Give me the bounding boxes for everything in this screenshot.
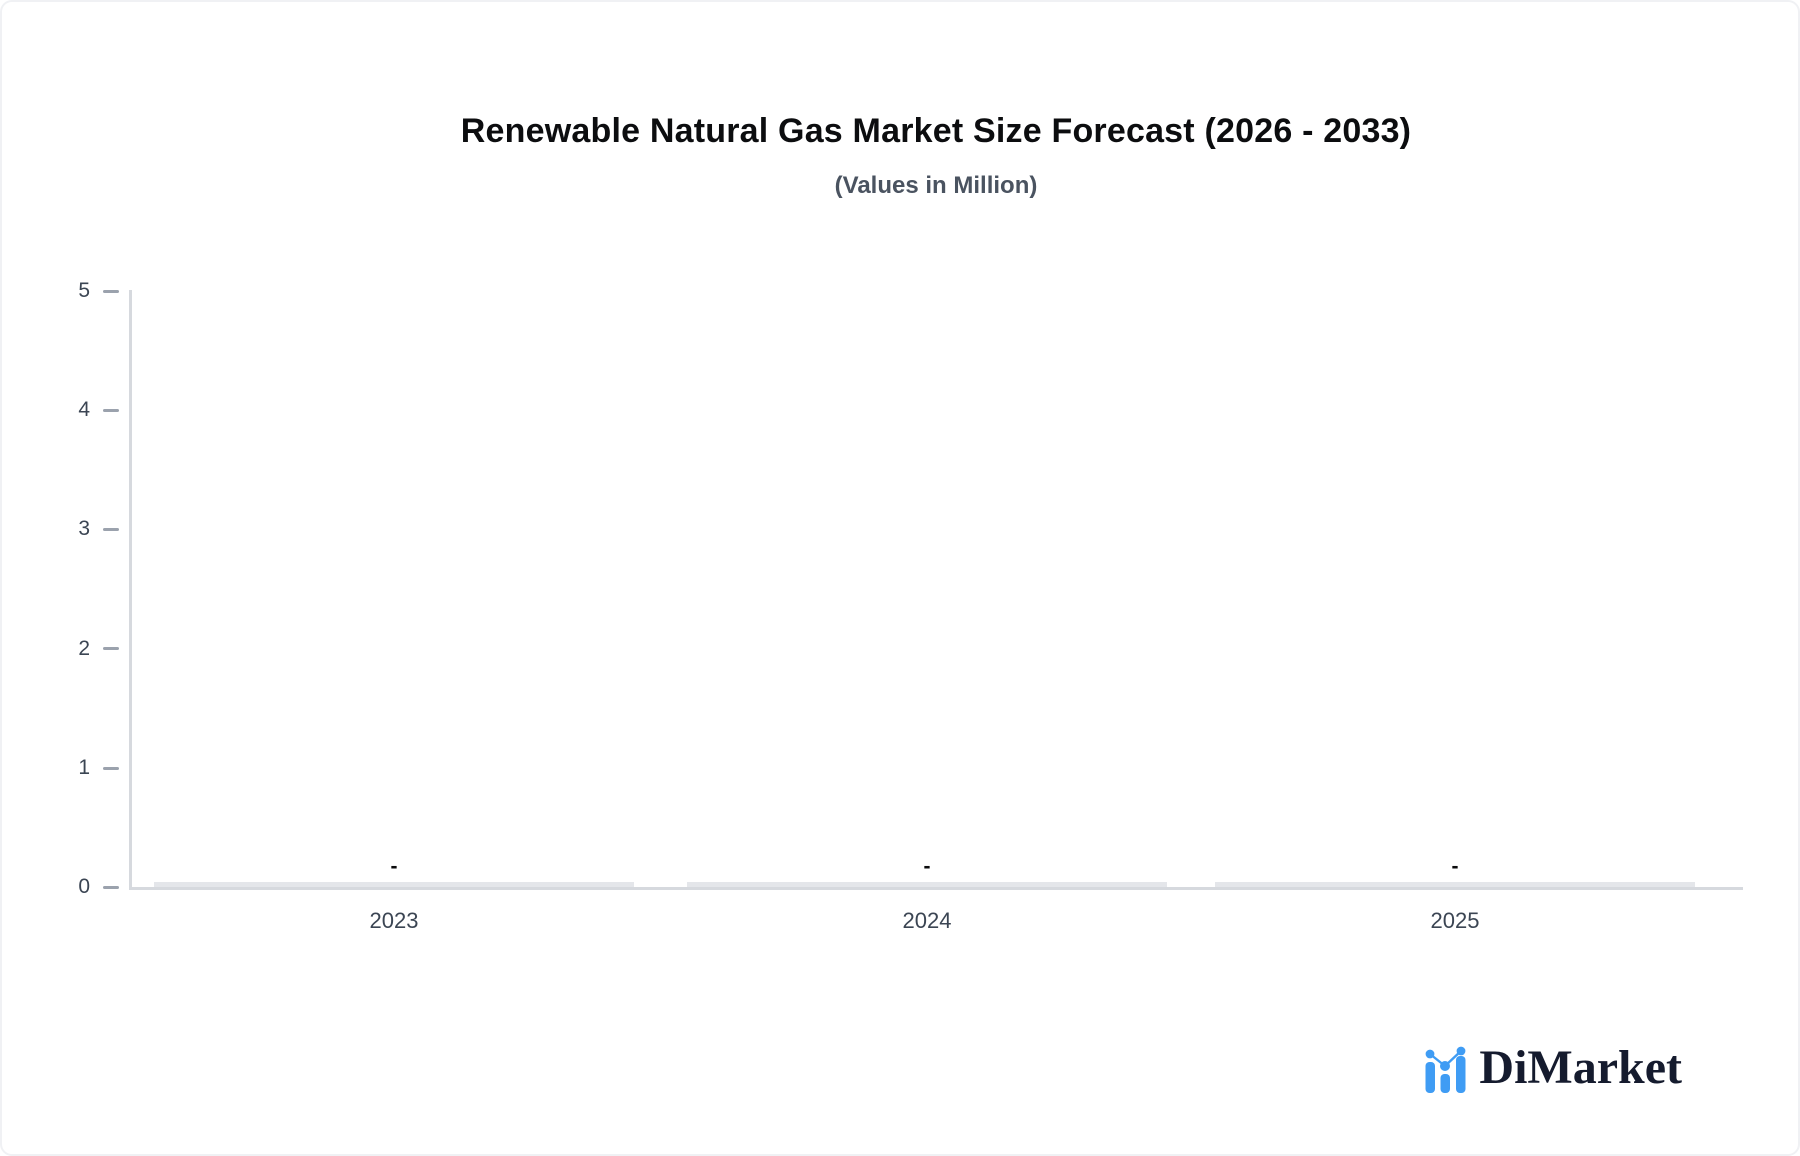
y-tick-label-5: 5	[78, 279, 90, 302]
y-tickmark	[103, 528, 119, 531]
x-axis-line	[129, 887, 1743, 890]
bar-2025	[1215, 882, 1695, 887]
y-tickmark	[103, 647, 119, 650]
y-tick-label-0: 0	[78, 875, 90, 898]
bar-line-chart-icon	[1424, 1043, 1468, 1093]
logo-wordmark: DiMarket	[1479, 1041, 1682, 1094]
bar-2023	[154, 882, 634, 887]
x-tick-label-2023: 2023	[369, 908, 419, 933]
x-tick-label-2025: 2025	[1430, 908, 1480, 933]
y-tickmark	[103, 767, 119, 770]
bar-value-label-2024: -	[923, 855, 931, 878]
bar-value-label-2023: -	[390, 855, 398, 878]
y-axis-line	[129, 290, 132, 890]
y-tickmark	[103, 409, 119, 412]
chart-subtitle: (Values in Million)	[834, 172, 1038, 199]
x-tick-label-2024: 2024	[902, 908, 952, 933]
y-tick-label-1: 1	[78, 756, 90, 779]
bar-value-label-2025: -	[1451, 855, 1459, 878]
y-tickmark	[103, 886, 119, 889]
dimarket-logo: DiMarket	[1424, 1042, 1682, 1094]
y-tickmark	[103, 290, 119, 293]
chart-title: Renewable Natural Gas Market Size Foreca…	[460, 112, 1412, 150]
y-tick-label-2: 2	[78, 637, 90, 660]
y-tick-label-4: 4	[78, 398, 90, 421]
bar-2024	[687, 882, 1167, 887]
y-tick-label-3: 3	[78, 517, 90, 540]
